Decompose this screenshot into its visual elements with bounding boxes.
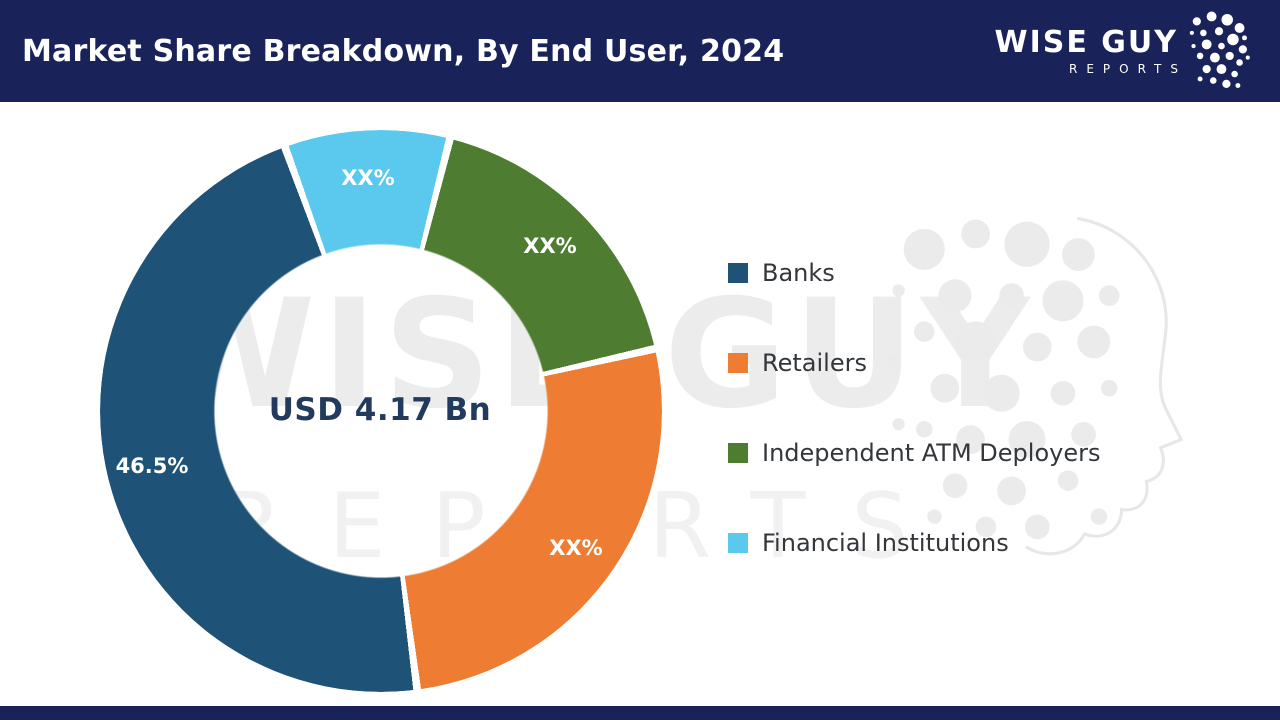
brand-subtitle: REPORTS xyxy=(1068,61,1187,76)
legend-swatch-banks xyxy=(728,263,748,283)
footer-bar xyxy=(0,706,1280,720)
legend-item-banks: Banks xyxy=(728,258,1100,288)
slice-label-independent-atm-deployers: XX% xyxy=(523,234,577,258)
donut-center-value: USD 4.17 Bn xyxy=(268,392,492,428)
legend-swatch-retailers xyxy=(728,353,748,373)
brand-wordmark: WISE GUY REPORTS xyxy=(994,24,1178,75)
legend-label-banks: Banks xyxy=(762,258,835,287)
chart-area: WISE GUY REPORTS USD 4.17 Bn 46.5% XX% X… xyxy=(0,102,1280,706)
legend-label-financial-institutions: Financial Institutions xyxy=(762,528,1009,557)
slice-label-retailers: XX% xyxy=(549,536,603,560)
legend-item-retailers: Retailers xyxy=(728,348,1100,378)
legend-label-retailers: Retailers xyxy=(762,348,867,377)
brand-logo: WISE GUY REPORTS xyxy=(994,8,1256,94)
legend-item-financial-institutions: Financial Institutions xyxy=(728,528,1100,558)
slice-label-financial-institutions: XX% xyxy=(341,166,395,190)
page-title: Market Share Breakdown, By End User, 202… xyxy=(22,33,785,69)
legend-item-independent-atm-deployers: Independent ATM Deployers xyxy=(728,438,1100,468)
brand-head-dots-icon xyxy=(1189,11,1250,88)
header-bar: Market Share Breakdown, By End User, 202… xyxy=(0,0,1280,102)
legend: Banks Retailers Independent ATM Deployer… xyxy=(728,258,1100,618)
brand-name: WISE GUY xyxy=(994,24,1178,60)
donut-chart xyxy=(100,130,662,692)
legend-swatch-financial-institutions xyxy=(728,533,748,553)
legend-label-independent-atm-deployers: Independent ATM Deployers xyxy=(762,438,1101,467)
slice-label-banks: 46.5% xyxy=(115,454,189,478)
watermark-head-dots xyxy=(886,217,1184,556)
legend-swatch-independent-atm-deployers xyxy=(728,443,748,463)
